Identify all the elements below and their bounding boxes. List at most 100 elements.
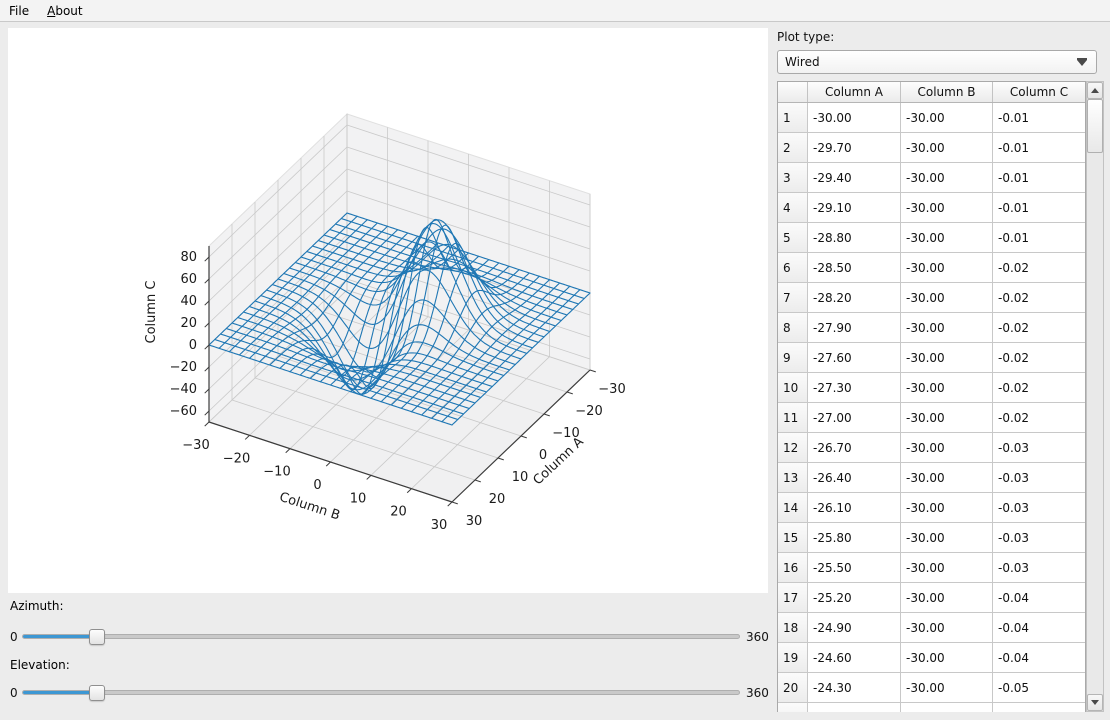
table-row[interactable]: 18 -24.90 -30.00 -0.04 bbox=[778, 613, 1085, 643]
table-cell[interactable]: -0.04 bbox=[993, 643, 1085, 672]
table-cell[interactable]: -0.02 bbox=[993, 253, 1085, 282]
table-cell[interactable]: -30.00 bbox=[808, 103, 901, 132]
table-scrollbar[interactable] bbox=[1086, 81, 1104, 712]
row-number-cell[interactable]: 7 bbox=[778, 283, 808, 312]
table-cell[interactable]: -0.02 bbox=[993, 343, 1085, 372]
row-number-cell[interactable]: 18 bbox=[778, 613, 808, 642]
table-cell[interactable]: -0.03 bbox=[993, 553, 1085, 582]
table-cell[interactable]: -0.02 bbox=[993, 313, 1085, 342]
table-cell[interactable]: -26.10 bbox=[808, 493, 901, 522]
table-cell[interactable]: -29.70 bbox=[808, 133, 901, 162]
table-cell[interactable]: -30.00 bbox=[901, 133, 993, 162]
row-number-cell[interactable]: 4 bbox=[778, 193, 808, 222]
table-cell[interactable] bbox=[778, 703, 808, 712]
table-cell[interactable]: -24.90 bbox=[808, 613, 901, 642]
scroll-down-button[interactable] bbox=[1087, 694, 1103, 711]
table-cell[interactable]: -27.90 bbox=[808, 313, 901, 342]
elevation-slider-handle[interactable] bbox=[88, 685, 105, 701]
table-cell[interactable]: -0.01 bbox=[993, 193, 1085, 222]
table-cell[interactable]: -25.80 bbox=[808, 523, 901, 552]
column-header-column-c[interactable]: Column C bbox=[1009, 85, 1069, 99]
table-row[interactable]: 19 -24.60 -30.00 -0.04 bbox=[778, 643, 1085, 673]
table-cell[interactable]: -30.00 bbox=[901, 253, 993, 282]
row-number-cell[interactable]: 9 bbox=[778, 343, 808, 372]
table-cell[interactable]: -0.03 bbox=[993, 463, 1085, 492]
table-row[interactable]: 9 -27.60 -30.00 -0.02 bbox=[778, 343, 1085, 373]
scrollbar-thumb[interactable] bbox=[1087, 99, 1103, 153]
table-cell[interactable]: -0.01 bbox=[993, 133, 1085, 162]
figure-canvas[interactable]: −30 −20 −10 0 10 20 30 −30 −20 −10 0 10 20 30 80 60 40 20… bbox=[8, 28, 768, 593]
table-cell[interactable]: -30.00 bbox=[901, 103, 993, 132]
azimuth-slider[interactable] bbox=[22, 634, 740, 639]
table-cell[interactable]: -24.30 bbox=[808, 673, 901, 702]
table-row[interactable]: 16 -25.50 -30.00 -0.03 bbox=[778, 553, 1085, 583]
row-number-cell[interactable]: 17 bbox=[778, 583, 808, 612]
column-header-column-b[interactable]: Column B bbox=[901, 82, 993, 102]
table-cell[interactable]: -28.50 bbox=[808, 253, 901, 282]
column-header-column-a[interactable]: Column A bbox=[808, 82, 901, 102]
table-cell[interactable]: -25.20 bbox=[808, 583, 901, 612]
table-cell[interactable]: -28.20 bbox=[808, 283, 901, 312]
table-cell[interactable]: -0.05 bbox=[993, 673, 1085, 702]
table-cell[interactable] bbox=[901, 703, 993, 712]
table-row[interactable]: 10 -27.30 -30.00 -0.02 bbox=[778, 373, 1085, 403]
table-row[interactable]: 15 -25.80 -30.00 -0.03 bbox=[778, 523, 1085, 553]
table-cell[interactable]: -28.80 bbox=[808, 223, 901, 252]
row-number-cell[interactable]: 6 bbox=[778, 253, 808, 282]
table-cell[interactable]: -0.02 bbox=[993, 373, 1085, 402]
table-cell[interactable]: -30.00 bbox=[901, 673, 993, 702]
row-number-cell[interactable]: 14 bbox=[778, 493, 808, 522]
table-row-partial[interactable] bbox=[778, 703, 1085, 712]
table-cell[interactable]: -0.01 bbox=[993, 223, 1085, 252]
table-cell[interactable]: -27.30 bbox=[808, 373, 901, 402]
scroll-up-button[interactable] bbox=[1087, 82, 1103, 99]
table-cell[interactable]: -0.03 bbox=[993, 493, 1085, 522]
table-row[interactable]: 7 -28.20 -30.00 -0.02 bbox=[778, 283, 1085, 313]
table-cell[interactable]: -29.10 bbox=[808, 193, 901, 222]
table-cell[interactable]: -30.00 bbox=[901, 523, 993, 552]
table-cell[interactable]: -24.60 bbox=[808, 643, 901, 672]
table-cell[interactable]: -26.70 bbox=[808, 433, 901, 462]
azimuth-slider-handle[interactable] bbox=[88, 629, 105, 645]
table-cell[interactable]: -30.00 bbox=[901, 463, 993, 492]
table-cell[interactable]: -30.00 bbox=[901, 583, 993, 612]
elevation-slider[interactable] bbox=[22, 690, 740, 695]
table-row[interactable]: 11 -27.00 -30.00 -0.02 bbox=[778, 403, 1085, 433]
table-cell[interactable]: -30.00 bbox=[901, 553, 993, 582]
table-cell[interactable]: -30.00 bbox=[901, 613, 993, 642]
table-row[interactable]: 4 -29.10 -30.00 -0.01 bbox=[778, 193, 1085, 223]
table-cell[interactable]: -0.01 bbox=[993, 163, 1085, 192]
menu-item-about[interactable]: About bbox=[47, 3, 83, 18]
table-row[interactable]: 5 -28.80 -30.00 -0.01 bbox=[778, 223, 1085, 253]
row-number-cell[interactable]: 3 bbox=[778, 163, 808, 192]
plot-type-combobox[interactable]: Wired bbox=[777, 50, 1097, 74]
row-number-cell[interactable]: 13 bbox=[778, 463, 808, 492]
row-number-cell[interactable]: 8 bbox=[778, 313, 808, 342]
table-row[interactable]: 3 -29.40 -30.00 -0.01 bbox=[778, 163, 1085, 193]
table-cell[interactable]: -30.00 bbox=[901, 433, 993, 462]
table-cell[interactable]: -0.01 bbox=[993, 103, 1085, 132]
table-cell[interactable]: -27.00 bbox=[808, 403, 901, 432]
table-cell[interactable]: -30.00 bbox=[901, 163, 993, 192]
table-cell[interactable]: -30.00 bbox=[901, 343, 993, 372]
table-cell[interactable]: -30.00 bbox=[901, 193, 993, 222]
table-cell[interactable]: -26.40 bbox=[808, 463, 901, 492]
table-cell[interactable]: -30.00 bbox=[901, 223, 993, 252]
table-row[interactable]: 6 -28.50 -30.00 -0.02 bbox=[778, 253, 1085, 283]
table-cell[interactable]: -29.40 bbox=[808, 163, 901, 192]
table-cell[interactable]: -30.00 bbox=[901, 373, 993, 402]
row-number-cell[interactable]: 19 bbox=[778, 643, 808, 672]
table-cell[interactable]: -0.03 bbox=[993, 523, 1085, 552]
table-cell[interactable]: -0.04 bbox=[993, 583, 1085, 612]
table-row[interactable]: 1 -30.00 -30.00 -0.01 bbox=[778, 103, 1085, 133]
table-cell[interactable]: -0.02 bbox=[993, 283, 1085, 312]
table-cell[interactable] bbox=[993, 703, 1085, 712]
row-number-cell[interactable]: 16 bbox=[778, 553, 808, 582]
table-row[interactable]: 8 -27.90 -30.00 -0.02 bbox=[778, 313, 1085, 343]
column-header-rownum[interactable] bbox=[778, 82, 808, 102]
table-row[interactable]: 13 -26.40 -30.00 -0.03 bbox=[778, 463, 1085, 493]
row-number-cell[interactable]: 5 bbox=[778, 223, 808, 252]
table-cell[interactable]: -30.00 bbox=[901, 403, 993, 432]
row-number-cell[interactable]: 1 bbox=[778, 103, 808, 132]
menu-item-file[interactable]: File bbox=[9, 3, 30, 18]
